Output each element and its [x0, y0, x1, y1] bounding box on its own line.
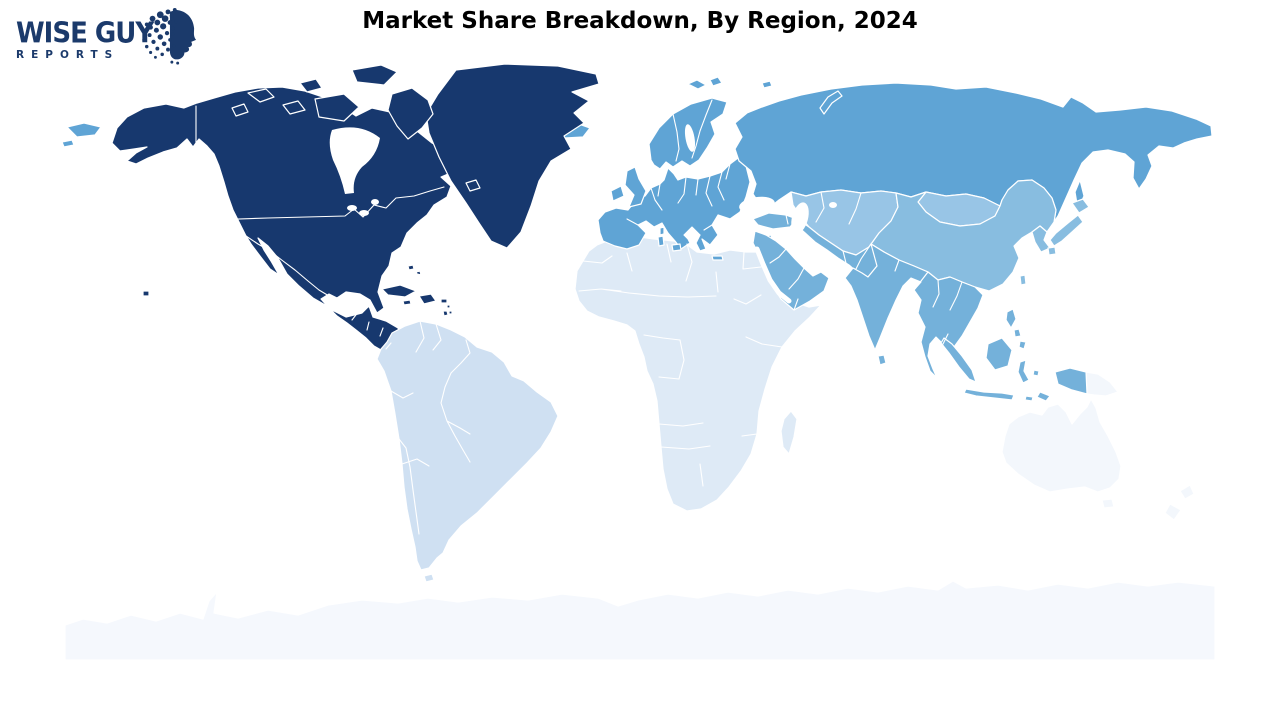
- region-indochina: [913, 271, 984, 379]
- africa-borders: [578, 243, 783, 487]
- gulf-of-bothnia: [684, 124, 696, 152]
- asia-borders: [769, 191, 963, 345]
- region-great-britain: [624, 166, 647, 208]
- region-tasmania: [1101, 498, 1115, 509]
- red-sea: [754, 246, 792, 304]
- region-japan: [1047, 198, 1090, 256]
- hudson-bay: [329, 127, 380, 194]
- great-lakes: [347, 199, 379, 216]
- region-ireland: [610, 185, 625, 202]
- south-america-borders: [390, 320, 471, 541]
- baltic-sea: [686, 158, 716, 174]
- brand-name: WISE GUY: [16, 17, 154, 51]
- brand-logo: WISE GUY REPORTS: [16, 6, 197, 68]
- region-papua-new-guinea: [1085, 371, 1119, 397]
- region-svalbard: [687, 76, 723, 90]
- caspian-sea: [791, 202, 809, 234]
- region-australia: [1001, 398, 1122, 493]
- region-india: [844, 243, 929, 351]
- region-greenland: [425, 63, 600, 249]
- region-canadian-arctic-islands: [231, 64, 481, 192]
- persian-gulf: [790, 249, 819, 275]
- region-hawaii: [142, 290, 150, 297]
- brand-logo-text: WISE GUY REPORTS: [16, 17, 154, 61]
- region-new-zealand: [1164, 484, 1195, 521]
- brand-subtitle: REPORTS: [16, 49, 120, 61]
- region-madagascar: [780, 410, 798, 455]
- chart-title: Market Share Breakdown, By Region, 2024: [362, 8, 918, 34]
- region-europe-mainland: [597, 157, 751, 252]
- region-chukotka-west: [61, 122, 102, 148]
- region-mediterranean-islands: [657, 226, 724, 261]
- logo-head-icon: [142, 8, 197, 65]
- region-africa: [574, 235, 822, 512]
- region-korea: [1031, 225, 1051, 253]
- region-caribbean-islands: [381, 264, 453, 317]
- black-sea: [739, 196, 775, 214]
- region-indonesia: [940, 337, 1088, 402]
- region-antarctica: [64, 580, 1216, 661]
- region-taiwan: [1019, 274, 1027, 286]
- europe-borders: [626, 99, 731, 241]
- region-philippines: [1005, 308, 1027, 350]
- north-america-borders: [195, 105, 445, 350]
- region-turkey: [752, 212, 798, 230]
- region-north-america-mainland: [111, 86, 463, 358]
- region-south-america: [376, 320, 559, 583]
- region-sri-lanka: [877, 354, 887, 366]
- aral-sea: [829, 202, 837, 208]
